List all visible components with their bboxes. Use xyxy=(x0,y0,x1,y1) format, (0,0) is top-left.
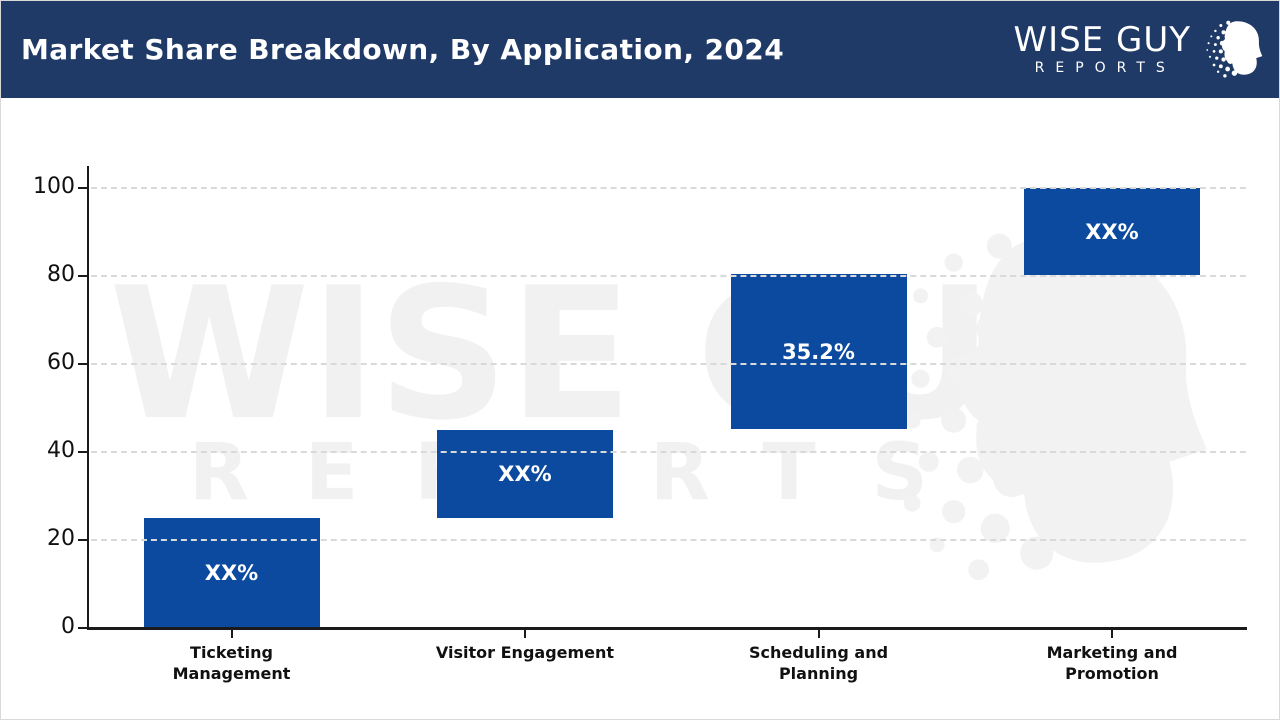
x-category-label-line: Marketing and xyxy=(1046,643,1178,662)
y-tick-label: 80 xyxy=(47,262,75,287)
y-tick-mark xyxy=(78,187,87,189)
x-category-label-line: Ticketing xyxy=(190,643,273,662)
x-tick-mark xyxy=(1111,630,1113,638)
y-tick-mark xyxy=(78,627,87,629)
y-tick-mark xyxy=(78,363,87,365)
bar-value-label: 35.2% xyxy=(782,339,855,364)
x-category-label-line: Promotion xyxy=(1065,664,1159,683)
gridline xyxy=(91,187,1246,189)
y-tick-mark xyxy=(78,275,87,277)
y-tick-label: 100 xyxy=(33,174,75,199)
x-category-label: Marketing and Promotion xyxy=(1047,642,1178,684)
x-tick-mark xyxy=(524,630,526,638)
x-category-label: Ticketing Management xyxy=(173,642,291,684)
x-tick-mark xyxy=(230,630,233,638)
gridline xyxy=(91,275,1246,277)
gridline xyxy=(91,363,1246,365)
x-category-label-line: Planning xyxy=(778,664,859,683)
logo-subtitle: REPORTS xyxy=(1034,59,1176,76)
bar-value-label: XX% xyxy=(204,560,259,585)
x-category-label-line: Visitor Engagement xyxy=(435,643,615,662)
bar: 35.2% xyxy=(730,274,907,430)
bar: XX% xyxy=(1024,188,1200,276)
y-tick-mark xyxy=(78,539,87,541)
y-tick-label: 0 xyxy=(61,614,75,639)
y-tick-label: 20 xyxy=(47,526,75,551)
logo-wordmark: WISE GUY xyxy=(1013,20,1191,61)
x-category-label-line: Management xyxy=(172,664,291,683)
x-category-label: Visitor Engagement xyxy=(436,642,614,663)
x-category-label-line: Scheduling and xyxy=(748,643,889,662)
y-tick-label: 40 xyxy=(47,438,75,463)
bar: XX% xyxy=(143,517,320,628)
wiseguy-logo-text: WISE GUY REPORTS xyxy=(1013,20,1191,76)
header: Market Share Breakdown, By Application, … xyxy=(1,1,1279,98)
page-title: Market Share Breakdown, By Application, … xyxy=(21,33,785,66)
wiseguy-logo: WISE GUY REPORTS xyxy=(1013,9,1263,91)
wiseguy-head-icon xyxy=(1195,9,1263,91)
gridline xyxy=(91,539,1246,541)
x-axis-spine xyxy=(87,627,1247,630)
bar: XX% xyxy=(437,430,613,518)
bar-value-label: XX% xyxy=(498,461,552,486)
y-tick-mark xyxy=(78,451,87,453)
y-tick-label: 60 xyxy=(47,350,75,375)
x-category-label: Scheduling and Planning xyxy=(749,642,888,684)
bar-value-label: XX% xyxy=(1085,219,1139,244)
y-axis-spine xyxy=(87,166,89,628)
gridline xyxy=(91,451,1246,453)
x-tick-mark xyxy=(817,630,820,638)
